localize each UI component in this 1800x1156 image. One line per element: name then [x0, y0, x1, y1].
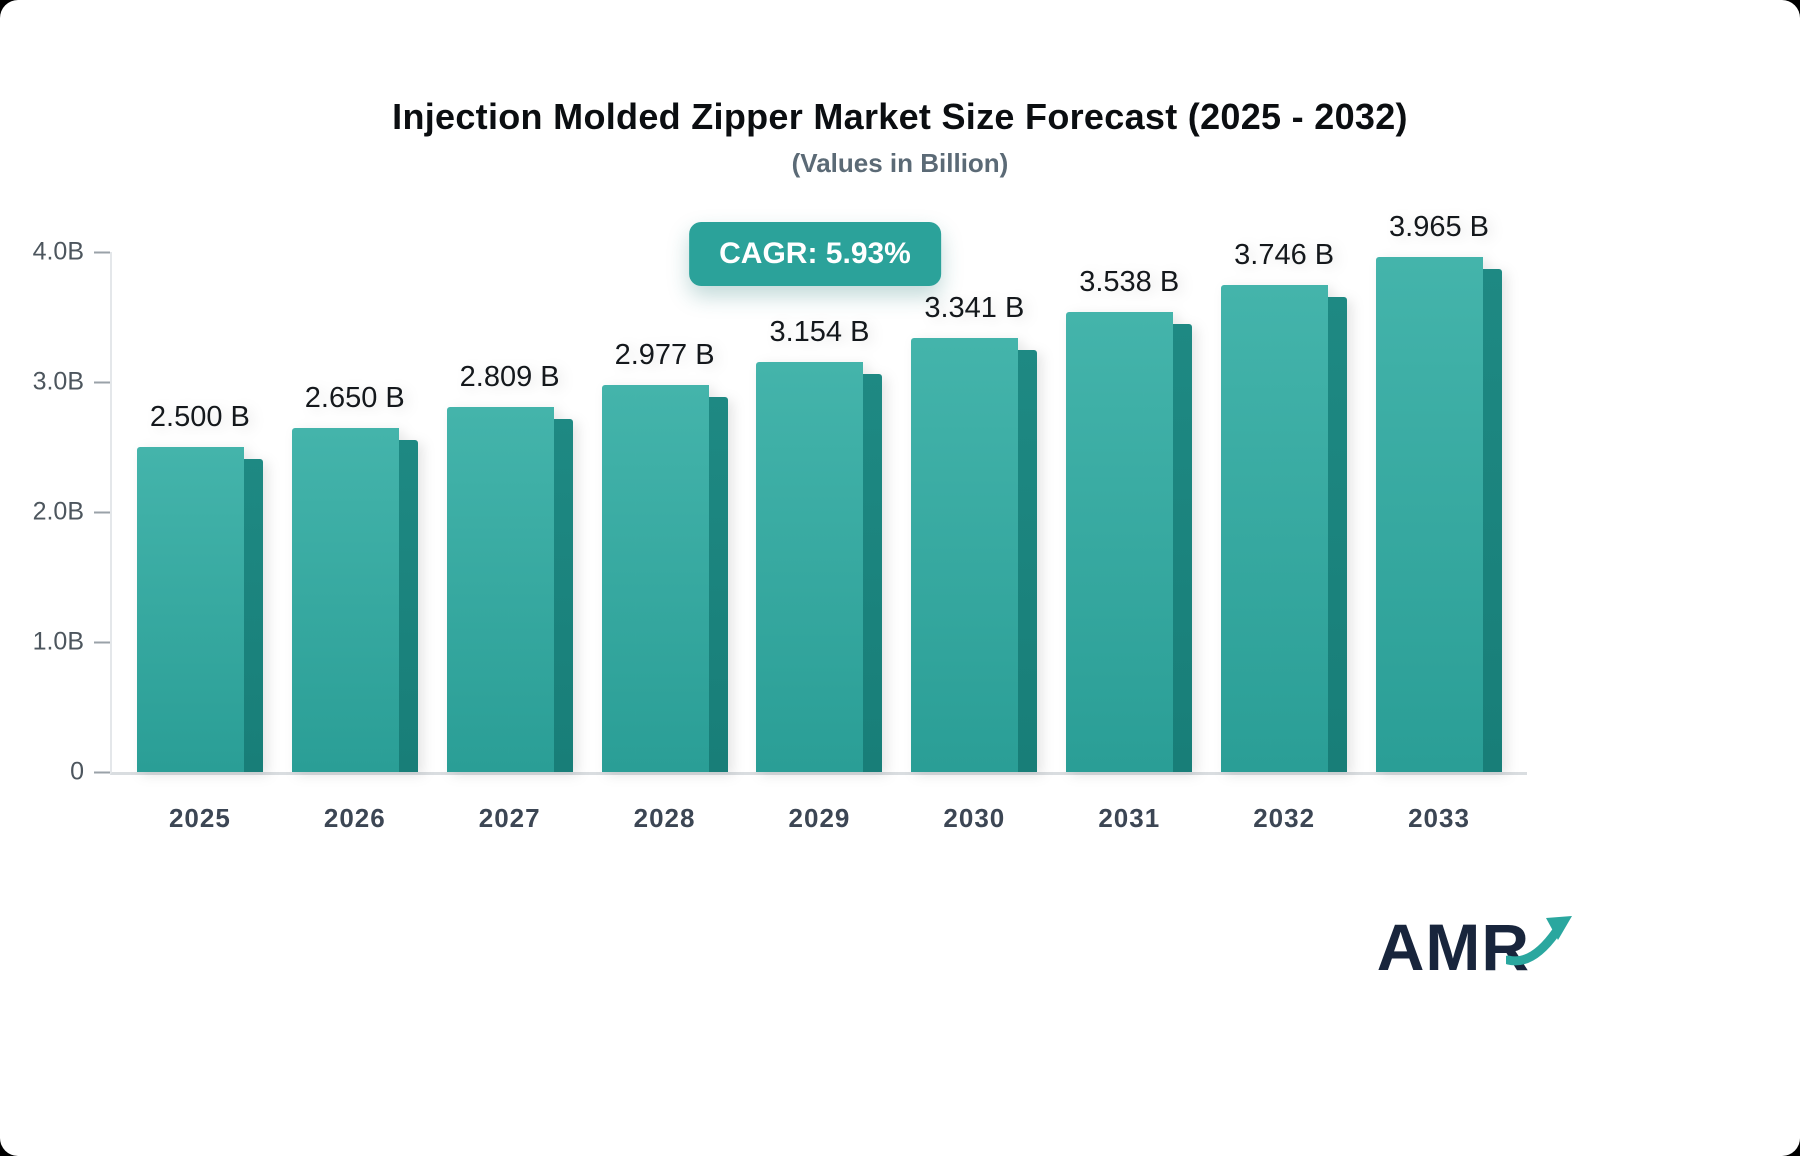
bar-value-label: 2.500 B: [149, 401, 250, 433]
bar-side-3d: [1328, 297, 1348, 772]
y-tick-label: 4.0B: [32, 237, 84, 266]
x-axis-label: 2029: [788, 803, 851, 833]
x-axis-label: 2033: [1408, 803, 1470, 833]
bar-side-3d: [553, 418, 573, 772]
bar-group-2027: 2.809 B 2027: [443, 252, 577, 833]
y-tick-mark: [94, 771, 110, 773]
y-axis: 0 1.0B 2.0B 3.0B 4.0B: [33, 238, 1527, 786]
y-tick-mark: [94, 251, 110, 253]
bar-2028: 2.977 B: [601, 339, 728, 772]
y-tick-4.0B: 4.0B: [24, 238, 110, 267]
bar-face: [1221, 285, 1329, 772]
bar-series: 2.500 B 2025 2.650 B 2026 2.809 B 2027 2.977 B…: [112, 211, 1527, 833]
bar-face: [1376, 256, 1484, 772]
bar-face: [446, 406, 554, 772]
y-tick-2.0B: 2.0B: [24, 498, 110, 527]
bar-value-label: 2.650 B: [304, 381, 405, 414]
bar-value-label: 3.154 B: [769, 316, 870, 348]
bar-value-label: 2.977 B: [614, 339, 715, 371]
bar-2030: 3.341 B: [911, 292, 1038, 772]
chart-subtitle: (Values in Billion): [791, 148, 1009, 178]
bar-face: [756, 362, 864, 772]
y-tick-mark: [94, 511, 110, 513]
bar-group-2028: 2.977 B 2028: [598, 252, 732, 833]
amr-logo: AMR: [1377, 914, 1572, 980]
bar-face: [911, 337, 1019, 772]
chart-title: Injection Molded Zipper Market Size Fore…: [392, 96, 1408, 137]
bar-value-label: 3.538 B: [1079, 266, 1180, 299]
cagr-badge: CAGR: 5.93%: [689, 222, 941, 286]
bar-side-3d: [398, 439, 418, 772]
y-tick-3.0B: 3.0B: [24, 368, 110, 397]
bar-2026: 2.650 B: [291, 382, 418, 772]
bar-group-2033: 3.965 B 2033: [1372, 211, 1506, 833]
bar-face: [601, 385, 709, 772]
bar-side-3d: [1483, 268, 1503, 772]
x-axis-label: 2027: [478, 803, 541, 833]
bar-2032: 3.746 B: [1221, 239, 1348, 772]
bar-2025: 2.500 B: [136, 401, 263, 772]
bar-face: [291, 427, 399, 772]
x-axis-label: 2032: [1253, 803, 1316, 833]
bar-face: [1066, 312, 1174, 772]
bar-2033: 3.965 B: [1376, 211, 1503, 772]
x-axis-label: 2031: [1098, 803, 1161, 833]
logo-arrow-icon: [1503, 910, 1576, 978]
y-tick-label: 0: [70, 757, 84, 786]
bar-group-2029: 3.154 B 2029: [752, 252, 886, 833]
bar-2031: 3.538 B: [1066, 266, 1193, 772]
amr-logo-text: AMR: [1376, 910, 1530, 984]
bar-2029: 3.154 B: [756, 316, 883, 772]
bar-2027: 2.809 B: [446, 361, 573, 772]
y-tick-label: 3.0B: [32, 367, 84, 396]
plot-area: 0 1.0B 2.0B 3.0B 4.0B 2.500 B 2025 2.650 B 2026…: [33, 211, 1527, 833]
bar-group-2026: 2.650 B 2026: [288, 252, 422, 833]
y-tick-label: 2.0B: [32, 497, 84, 526]
x-axis-label: 2030: [943, 803, 1006, 833]
bar-value-label: 3.965 B: [1389, 210, 1490, 243]
bar-side-3d: [243, 459, 263, 772]
bar-group-2030: 3.341 B 2030: [907, 252, 1041, 833]
bar-side-3d: [708, 397, 728, 772]
bar-value-label: 2.809 B: [459, 360, 560, 393]
y-tick-0: 0: [24, 758, 110, 787]
bar-side-3d: [1173, 324, 1193, 772]
bar-group-2031: 3.538 B 2031: [1062, 252, 1196, 833]
y-tick-label: 1.0B: [32, 627, 84, 656]
bar-face: [136, 447, 244, 772]
bar-side-3d: [1018, 349, 1038, 772]
y-tick-mark: [94, 381, 110, 383]
bar-side-3d: [863, 374, 883, 772]
y-tick-1.0B: 1.0B: [24, 628, 110, 657]
bar-group-2025: 2.500 B 2025: [133, 252, 267, 833]
y-tick-mark: [94, 641, 110, 643]
x-axis-label: 2026: [323, 803, 386, 833]
bar-value-label: 3.341 B: [924, 291, 1025, 324]
bar-value-label: 3.746 B: [1234, 239, 1335, 271]
x-axis-label: 2028: [633, 803, 696, 833]
bar-group-2032: 3.746 B 2032: [1217, 239, 1351, 833]
x-axis-label: 2025: [168, 803, 231, 833]
